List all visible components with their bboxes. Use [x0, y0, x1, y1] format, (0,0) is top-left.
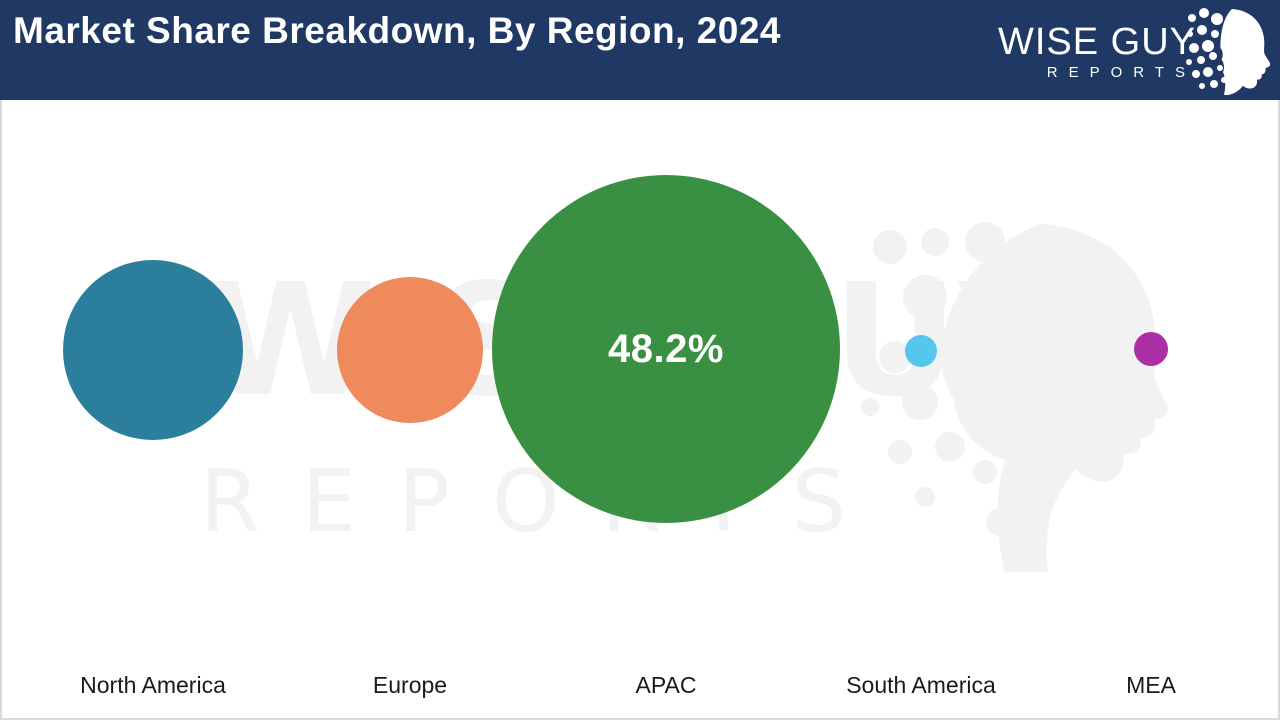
category-label-north-america: North America — [80, 672, 226, 698]
logo-wordmark: WISE GUY — [997, 21, 1196, 63]
logo-subtext: REPORTS — [1046, 64, 1196, 81]
header: Market Share Breakdown, By Region, 2024 … — [0, 0, 1280, 100]
page-title: Market Share Breakdown, By Region, 2024 — [13, 10, 781, 51]
bubble-value-label: 48.2% — [608, 326, 724, 371]
category-label-mea: MEA — [1126, 672, 1176, 698]
bubble-south-america[interactable] — [905, 335, 937, 367]
bubble-north-america[interactable] — [63, 260, 243, 440]
category-label-europe: Europe — [372, 672, 448, 698]
watermark-head-profile-icon — [853, 222, 1168, 572]
bubble-chart: WISE GUY REPORTS 48.2% North AmericaEuro… — [0, 100, 1280, 720]
logo-head-profile-icon — [1186, 8, 1271, 95]
bubble-europe[interactable] — [337, 277, 483, 423]
bubble-apac[interactable]: 48.2% — [492, 175, 840, 523]
bubble-mea[interactable] — [1134, 332, 1168, 366]
category-label-apac: APAC — [635, 672, 697, 698]
logo-text: WISE GUY REPORTS — [998, 22, 1196, 82]
wise-guy-logo: WISE GUY REPORTS — [998, 4, 1274, 96]
category-label-south-america: South America — [846, 672, 996, 698]
